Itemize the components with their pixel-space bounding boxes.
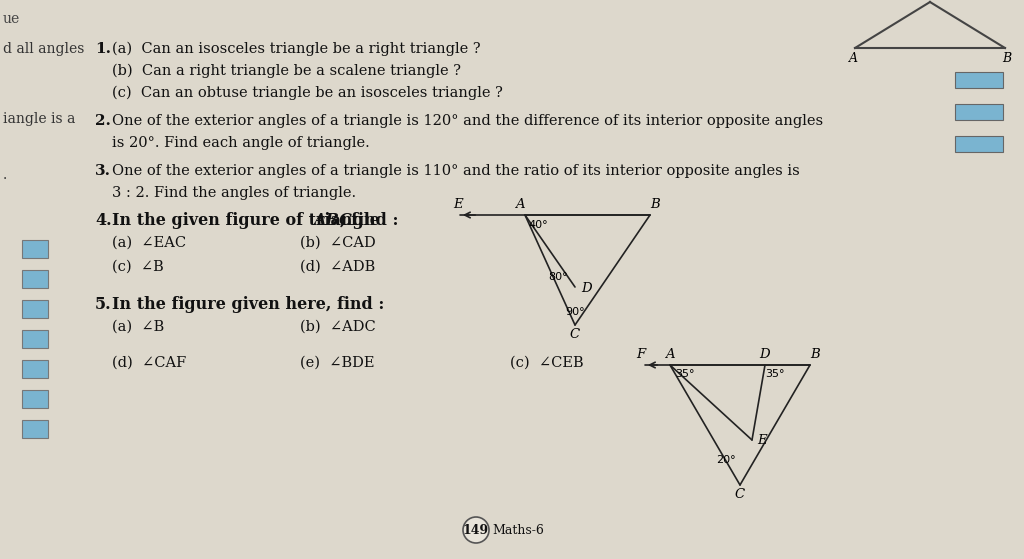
Text: One of the exterior angles of a triangle is 110° and the ratio of its interior o: One of the exterior angles of a triangle… — [112, 164, 800, 178]
Text: (b)  ∠CAD: (b) ∠CAD — [300, 236, 376, 250]
Text: E: E — [757, 433, 767, 447]
Text: (c)  ∠B: (c) ∠B — [112, 260, 164, 274]
Text: , find :: , find : — [340, 212, 398, 229]
Bar — [22, 240, 48, 258]
Text: B: B — [1002, 52, 1012, 65]
Text: (d)  ∠ADB: (d) ∠ADB — [300, 260, 375, 274]
Text: 149: 149 — [463, 523, 489, 537]
Text: ABC: ABC — [313, 212, 352, 229]
Text: (c)  Can an obtuse triangle be an isosceles triangle ?: (c) Can an obtuse triangle be an isoscel… — [112, 86, 503, 101]
Text: (c)  ∠CEB: (c) ∠CEB — [510, 356, 584, 370]
Text: 2.: 2. — [95, 114, 111, 128]
Text: ue: ue — [3, 12, 20, 26]
Text: d all angles: d all angles — [3, 42, 84, 56]
Text: Maths-6: Maths-6 — [492, 523, 544, 537]
Text: 4.: 4. — [95, 212, 112, 229]
Text: D: D — [760, 348, 770, 362]
Bar — [22, 390, 48, 408]
Text: 20°: 20° — [716, 455, 736, 465]
Text: (b)  Can a right triangle be a scalene triangle ?: (b) Can a right triangle be a scalene tr… — [112, 64, 461, 78]
Text: A: A — [666, 348, 675, 362]
Text: .: . — [3, 168, 7, 182]
Text: 35°: 35° — [765, 369, 784, 379]
Text: D: D — [582, 282, 592, 296]
Bar — [22, 360, 48, 378]
Text: 35°: 35° — [675, 369, 694, 379]
Text: C: C — [570, 328, 580, 340]
Text: 90°: 90° — [565, 307, 585, 317]
Text: iangle is a: iangle is a — [3, 112, 76, 126]
Text: 3 : 2. Find the angles of triangle.: 3 : 2. Find the angles of triangle. — [112, 186, 356, 200]
Text: (a)  ∠B: (a) ∠B — [112, 320, 164, 334]
Text: One of the exterior angles of a triangle is 120° and the difference of its inter: One of the exterior angles of a triangle… — [112, 114, 823, 128]
Bar — [22, 300, 48, 318]
Text: E: E — [454, 198, 463, 211]
Text: (e)  ∠BDE: (e) ∠BDE — [300, 356, 375, 370]
Text: B: B — [810, 348, 820, 362]
Text: (a)  ∠EAC: (a) ∠EAC — [112, 236, 186, 250]
Text: (b)  ∠ADC: (b) ∠ADC — [300, 320, 376, 334]
Text: A: A — [515, 198, 525, 211]
Bar — [955, 104, 1002, 120]
Text: B: B — [650, 198, 659, 211]
Text: A: A — [849, 52, 857, 65]
Bar — [955, 136, 1002, 152]
Text: (a)  Can an isosceles triangle be a right triangle ?: (a) Can an isosceles triangle be a right… — [112, 42, 480, 56]
Text: 1.: 1. — [95, 42, 111, 56]
Text: 5.: 5. — [95, 296, 112, 313]
Text: (d)  ∠CAF: (d) ∠CAF — [112, 356, 186, 370]
Text: C: C — [735, 489, 745, 501]
Bar — [22, 330, 48, 348]
Bar — [22, 270, 48, 288]
Text: 40°: 40° — [528, 220, 548, 230]
Text: In the figure given here, find :: In the figure given here, find : — [112, 296, 384, 313]
Text: 3.: 3. — [95, 164, 111, 178]
Bar — [22, 420, 48, 438]
Circle shape — [463, 517, 489, 543]
Text: 80°: 80° — [549, 272, 568, 282]
Text: In the given figure of triangle: In the given figure of triangle — [112, 212, 385, 229]
Text: is 20°. Find each angle of triangle.: is 20°. Find each angle of triangle. — [112, 136, 370, 150]
Bar — [955, 72, 1002, 88]
Text: F: F — [636, 348, 645, 362]
